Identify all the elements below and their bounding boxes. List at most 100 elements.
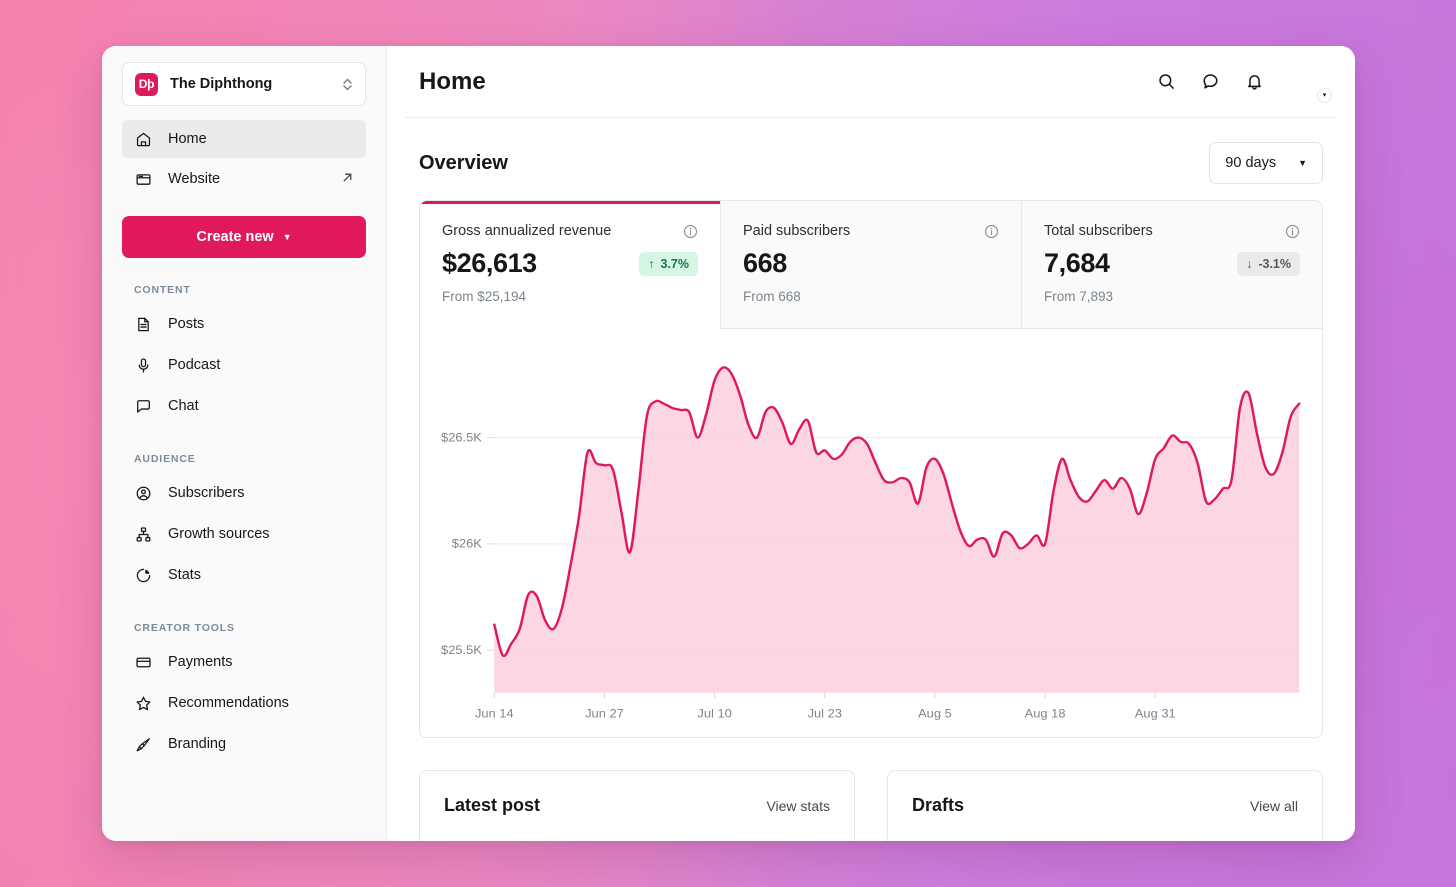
overview-header: Overview 90 days ▼ bbox=[405, 118, 1337, 200]
user-circle-icon bbox=[134, 484, 152, 502]
sidebar-item-label: Recommendations bbox=[168, 695, 289, 711]
browser-window-icon bbox=[134, 170, 152, 188]
sidebar-item-label: Chat bbox=[168, 398, 199, 414]
home-icon bbox=[134, 130, 152, 148]
sidebar-item-podcast[interactable]: Podcast bbox=[122, 345, 366, 385]
kpi-paid-subscribers[interactable]: Paid subscribers 668 From 668 bbox=[720, 201, 1021, 329]
svg-text:Aug 31: Aug 31 bbox=[1135, 707, 1176, 721]
create-new-label: Create new bbox=[196, 229, 274, 245]
sidebar-item-growth-sources[interactable]: Growth sources bbox=[122, 514, 366, 554]
kpi-row: Gross annualized revenue $26,613 ↑ bbox=[420, 201, 1322, 329]
kpi-total-subscribers[interactable]: Total subscribers 7,684 ↓ -3.1 bbox=[1021, 201, 1322, 329]
kpi-value: 668 bbox=[743, 248, 787, 278]
site-name: The Diphthong bbox=[170, 76, 273, 92]
svg-text:Jun 14: Jun 14 bbox=[475, 707, 514, 721]
svg-text:$25.5K: $25.5K bbox=[441, 643, 483, 657]
kpi-title: Total subscribers bbox=[1044, 223, 1153, 239]
external-link-icon bbox=[341, 171, 354, 188]
panel-title: Latest post bbox=[444, 795, 541, 815]
paintbrush-icon bbox=[134, 735, 152, 753]
kpi-subtext: From 7,893 bbox=[1044, 289, 1114, 304]
revenue-area-chart: $25.5K $26K $26.5K Jun 14 Jun 27 Jul 10 Jul 23… bbox=[441, 366, 1301, 721]
microphone-icon bbox=[134, 356, 152, 374]
document-icon bbox=[134, 315, 152, 333]
panel-header: Drafts View all bbox=[888, 771, 1322, 816]
create-new-button[interactable]: Create new ▼ bbox=[122, 216, 366, 258]
kpi-title: Paid subscribers bbox=[743, 223, 851, 239]
kpi-header: Gross annualized revenue bbox=[442, 223, 698, 239]
bell-icon[interactable] bbox=[1243, 71, 1265, 93]
star-icon bbox=[134, 694, 152, 712]
chevron-down-icon: ▼ bbox=[282, 231, 292, 242]
sidebar-item-label: Branding bbox=[168, 736, 227, 752]
kpi-change-value: -3.1% bbox=[1258, 256, 1291, 271]
primary-nav: Home Website bbox=[122, 120, 366, 200]
chevron-down-icon: ▼ bbox=[1298, 158, 1307, 168]
info-icon[interactable] bbox=[1285, 224, 1300, 239]
topbar-actions: ▾ bbox=[1155, 63, 1337, 103]
view-stats-link[interactable]: View stats bbox=[766, 797, 830, 814]
kpi-value-row: 668 bbox=[743, 248, 999, 279]
arrow-down-icon: ↓ bbox=[1246, 256, 1253, 271]
svg-text:Jun 27: Jun 27 bbox=[585, 707, 624, 721]
drafts-panel: Drafts View all bbox=[887, 770, 1323, 841]
date-range-select[interactable]: 90 days ▼ bbox=[1209, 142, 1323, 184]
sidebar-item-label: Home bbox=[168, 131, 207, 147]
kpi-change-value: 3.7% bbox=[660, 256, 690, 271]
kpi-value: 7,684 bbox=[1044, 248, 1110, 278]
sidebar-item-subscribers[interactable]: Subscribers bbox=[122, 473, 366, 513]
main-content: Home bbox=[387, 46, 1355, 841]
page-title: Home bbox=[419, 67, 486, 95]
kpi-value: $26,613 bbox=[442, 248, 537, 278]
sidebar-item-payments[interactable]: Payments bbox=[122, 642, 366, 682]
svg-text:Aug 18: Aug 18 bbox=[1025, 707, 1066, 721]
kpi-gross-annualized-revenue[interactable]: Gross annualized revenue $26,613 ↑ bbox=[420, 201, 720, 329]
site-switcher[interactable]: Dþ The Diphthong bbox=[122, 62, 366, 106]
kpi-subtext: From 668 bbox=[743, 289, 801, 304]
chevron-down-icon[interactable]: ▾ bbox=[1317, 87, 1332, 103]
kpi-value-row: $26,613 ↑ 3.7% bbox=[442, 248, 698, 279]
sidebar: Dþ The Diphthong Home bbox=[102, 46, 387, 841]
svg-text:Jul 10: Jul 10 bbox=[697, 707, 731, 721]
info-icon[interactable] bbox=[683, 224, 698, 239]
nav-section-title: CONTENT bbox=[134, 284, 191, 296]
kpi-header: Paid subscribers bbox=[743, 223, 999, 239]
sidebar-item-home[interactable]: Home bbox=[122, 120, 366, 158]
kpi-subtext: From $25,194 bbox=[442, 289, 527, 304]
org-chart-icon bbox=[134, 525, 152, 543]
sidebar-item-label: Posts bbox=[168, 316, 205, 332]
sidebar-item-posts[interactable]: Posts bbox=[122, 304, 366, 344]
kpi-change-badge: ↓ -3.1% bbox=[1237, 251, 1300, 276]
arrow-up-icon: ↑ bbox=[648, 256, 655, 271]
bottom-panels: Latest post View stats Drafts View all bbox=[419, 770, 1323, 841]
sidebar-item-stats[interactable]: Stats bbox=[122, 555, 366, 595]
sidebar-item-label: Website bbox=[168, 171, 221, 187]
date-range-value: 90 days bbox=[1225, 155, 1277, 171]
revenue-chart[interactable]: $25.5K $26K $26.5K Jun 14 Jun 27 Jul 10 Jul 23… bbox=[420, 329, 1322, 737]
sidebar-item-branding[interactable]: Branding bbox=[122, 724, 366, 764]
svg-text:$26.5K: $26.5K bbox=[441, 431, 483, 445]
nav-section-creator-tools: CREATOR TOOLS Payments Recommendations bbox=[122, 596, 366, 765]
chat-bubble-icon[interactable] bbox=[1199, 71, 1221, 93]
nav-section-audience: AUDIENCE Subscribers bbox=[122, 427, 366, 596]
view-all-link[interactable]: View all bbox=[1250, 797, 1298, 814]
svg-text:Aug 5: Aug 5 bbox=[918, 707, 952, 721]
search-icon[interactable] bbox=[1155, 71, 1177, 93]
chat-bubble-icon bbox=[134, 397, 152, 415]
sidebar-item-website[interactable]: Website bbox=[122, 160, 366, 198]
sidebar-item-label: Subscribers bbox=[168, 485, 245, 501]
app-window: Dþ The Diphthong Home bbox=[102, 46, 1355, 841]
credit-card-icon bbox=[134, 653, 152, 671]
kpi-change-badge: ↑ 3.7% bbox=[639, 251, 698, 276]
overview-title: Overview bbox=[419, 151, 508, 174]
sidebar-item-label: Podcast bbox=[168, 357, 221, 373]
panel-header: Latest post View stats bbox=[420, 771, 854, 816]
avatar[interactable]: ▾ bbox=[1291, 63, 1332, 103]
sidebar-item-label: Payments bbox=[168, 654, 233, 670]
svg-text:Jul 23: Jul 23 bbox=[808, 707, 842, 721]
sidebar-item-recommendations[interactable]: Recommendations bbox=[122, 683, 366, 723]
info-icon[interactable] bbox=[984, 224, 999, 239]
sidebar-item-chat[interactable]: Chat bbox=[122, 386, 366, 426]
top-bar: Home bbox=[405, 46, 1337, 118]
kpi-title: Gross annualized revenue bbox=[442, 223, 612, 239]
